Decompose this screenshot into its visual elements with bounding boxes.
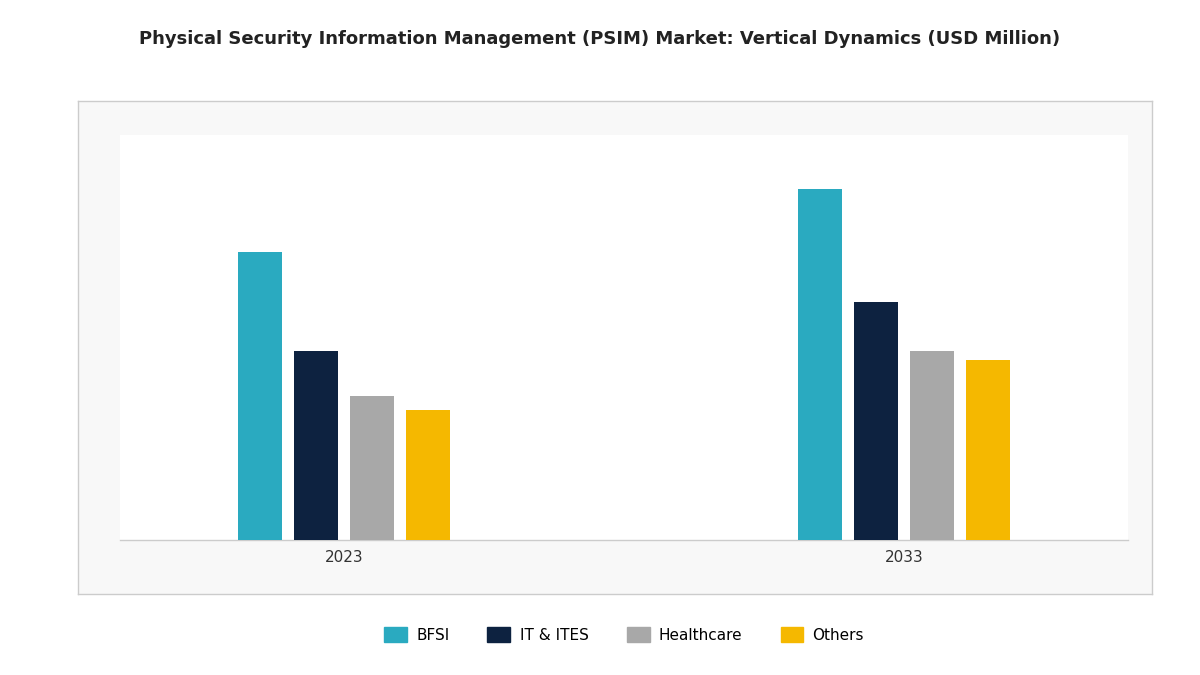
Bar xyxy=(966,360,1010,540)
Bar xyxy=(238,252,282,540)
Bar xyxy=(294,351,338,540)
Bar xyxy=(853,302,899,540)
Bar xyxy=(349,396,395,540)
Legend: BFSI, IT & ITES, Healthcare, Others: BFSI, IT & ITES, Healthcare, Others xyxy=(378,620,870,649)
Bar xyxy=(910,351,954,540)
Bar xyxy=(798,189,842,540)
Text: Physical Security Information Management (PSIM) Market: Vertical Dynamics (USD M: Physical Security Information Management… xyxy=(139,30,1061,49)
Bar xyxy=(406,410,450,540)
